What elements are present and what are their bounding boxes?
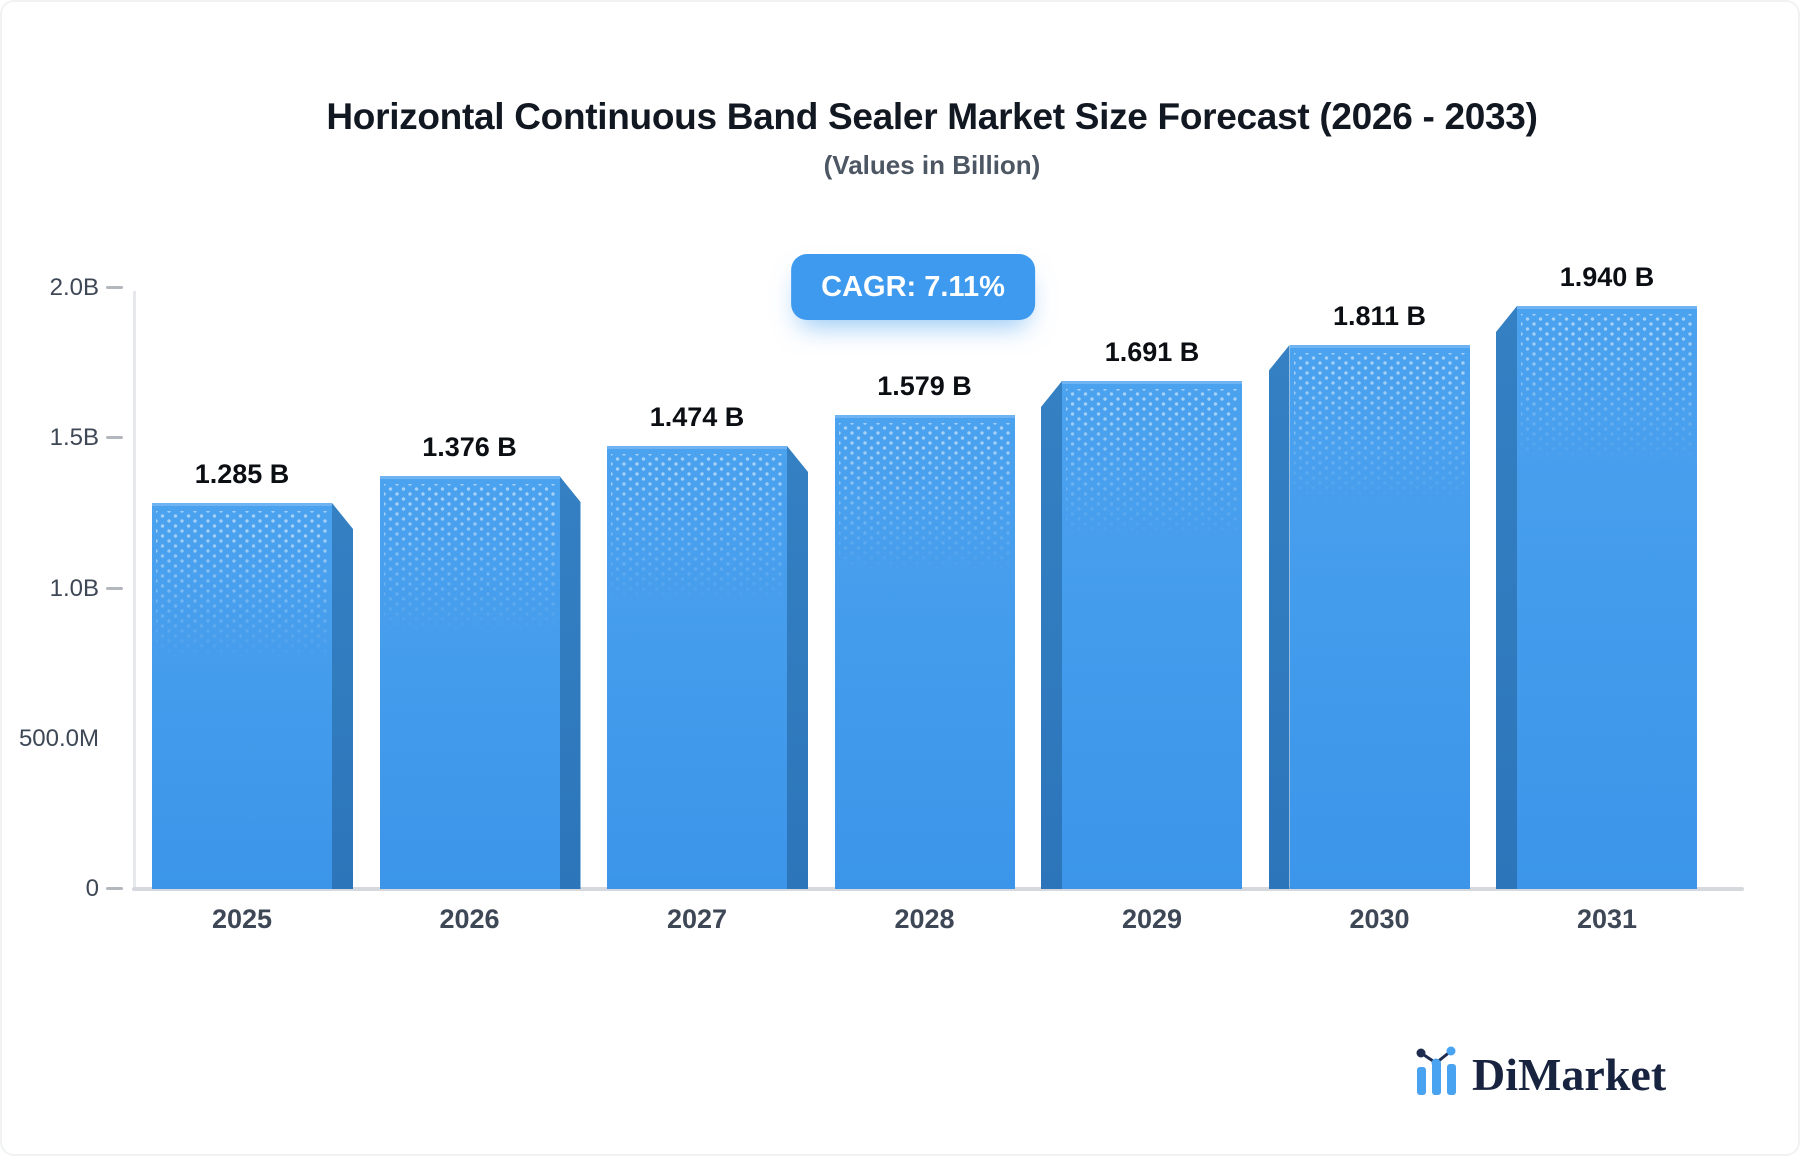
- y-tick-dash: [106, 286, 123, 289]
- y-tick-label: 0: [85, 875, 99, 902]
- bar-texture: [611, 454, 783, 604]
- brand-logo-text: DiMarket: [1472, 1049, 1667, 1100]
- bar-value-label: 1.940 B: [1559, 262, 1655, 292]
- y-tick-dash: [106, 436, 123, 440]
- brand-logo: DiMarket: [1414, 1044, 1666, 1098]
- bar-value-label: 1.579 B: [877, 371, 972, 401]
- bar-texture: [156, 511, 328, 661]
- y-axis-line: [133, 291, 136, 889]
- x-tick-label: 2027: [666, 904, 728, 934]
- bar-face: [152, 503, 332, 889]
- y-tick-label: 1.0B: [49, 574, 99, 602]
- bar-side-face: [332, 503, 353, 889]
- bar-value-label: 1.474 B: [649, 402, 745, 432]
- bar-value-label: 1.285 B: [194, 459, 290, 489]
- bar-face: [379, 476, 560, 889]
- x-axis-line: [132, 887, 1744, 891]
- bar-side-face: [559, 476, 581, 889]
- bar-side-face: [1041, 381, 1062, 889]
- x-tick-label: 2031: [1576, 904, 1638, 934]
- y-tick-dash: [106, 586, 123, 590]
- bar-texture: [1293, 353, 1466, 503]
- x-tick-label: 2025: [211, 904, 273, 934]
- bar-side-face: [787, 446, 808, 889]
- y-tick-label: 2.0B: [49, 274, 99, 301]
- bar-face: [1289, 345, 1470, 889]
- bar-face: [1062, 381, 1242, 889]
- bar-value-label: 1.691 B: [1104, 337, 1200, 367]
- y-tick-dash: [106, 887, 123, 890]
- bar-texture: [1521, 314, 1693, 464]
- x-tick-label: 2028: [894, 904, 955, 934]
- y-tick-label: 500.0M: [18, 724, 99, 752]
- y-tick-label: 1.5B: [49, 424, 99, 452]
- bar-value-label: 1.376 B: [422, 432, 517, 462]
- bar-texture: [383, 484, 556, 634]
- x-tick-label: 2026: [439, 904, 500, 934]
- bar-value-label: 1.811 B: [1332, 301, 1427, 331]
- bar-side-face: [1268, 345, 1290, 889]
- bar-face: [834, 415, 1015, 889]
- bar-face: [607, 446, 787, 889]
- x-tick-label: 2030: [1349, 904, 1410, 934]
- bar-face: [1517, 306, 1697, 889]
- x-tick-label: 2029: [1121, 904, 1183, 934]
- bar-texture: [1066, 389, 1238, 539]
- chart-title: Horizontal Continuous Band Sealer Market…: [326, 96, 1538, 137]
- chart-subtitle: (Values in Billion): [823, 150, 1041, 180]
- bar-chart-trend-icon: [1416, 1046, 1456, 1095]
- bar-texture: [838, 423, 1011, 573]
- cagr-badge: CAGR: 7.11%: [791, 254, 1035, 320]
- bar-side-face: [1496, 306, 1517, 889]
